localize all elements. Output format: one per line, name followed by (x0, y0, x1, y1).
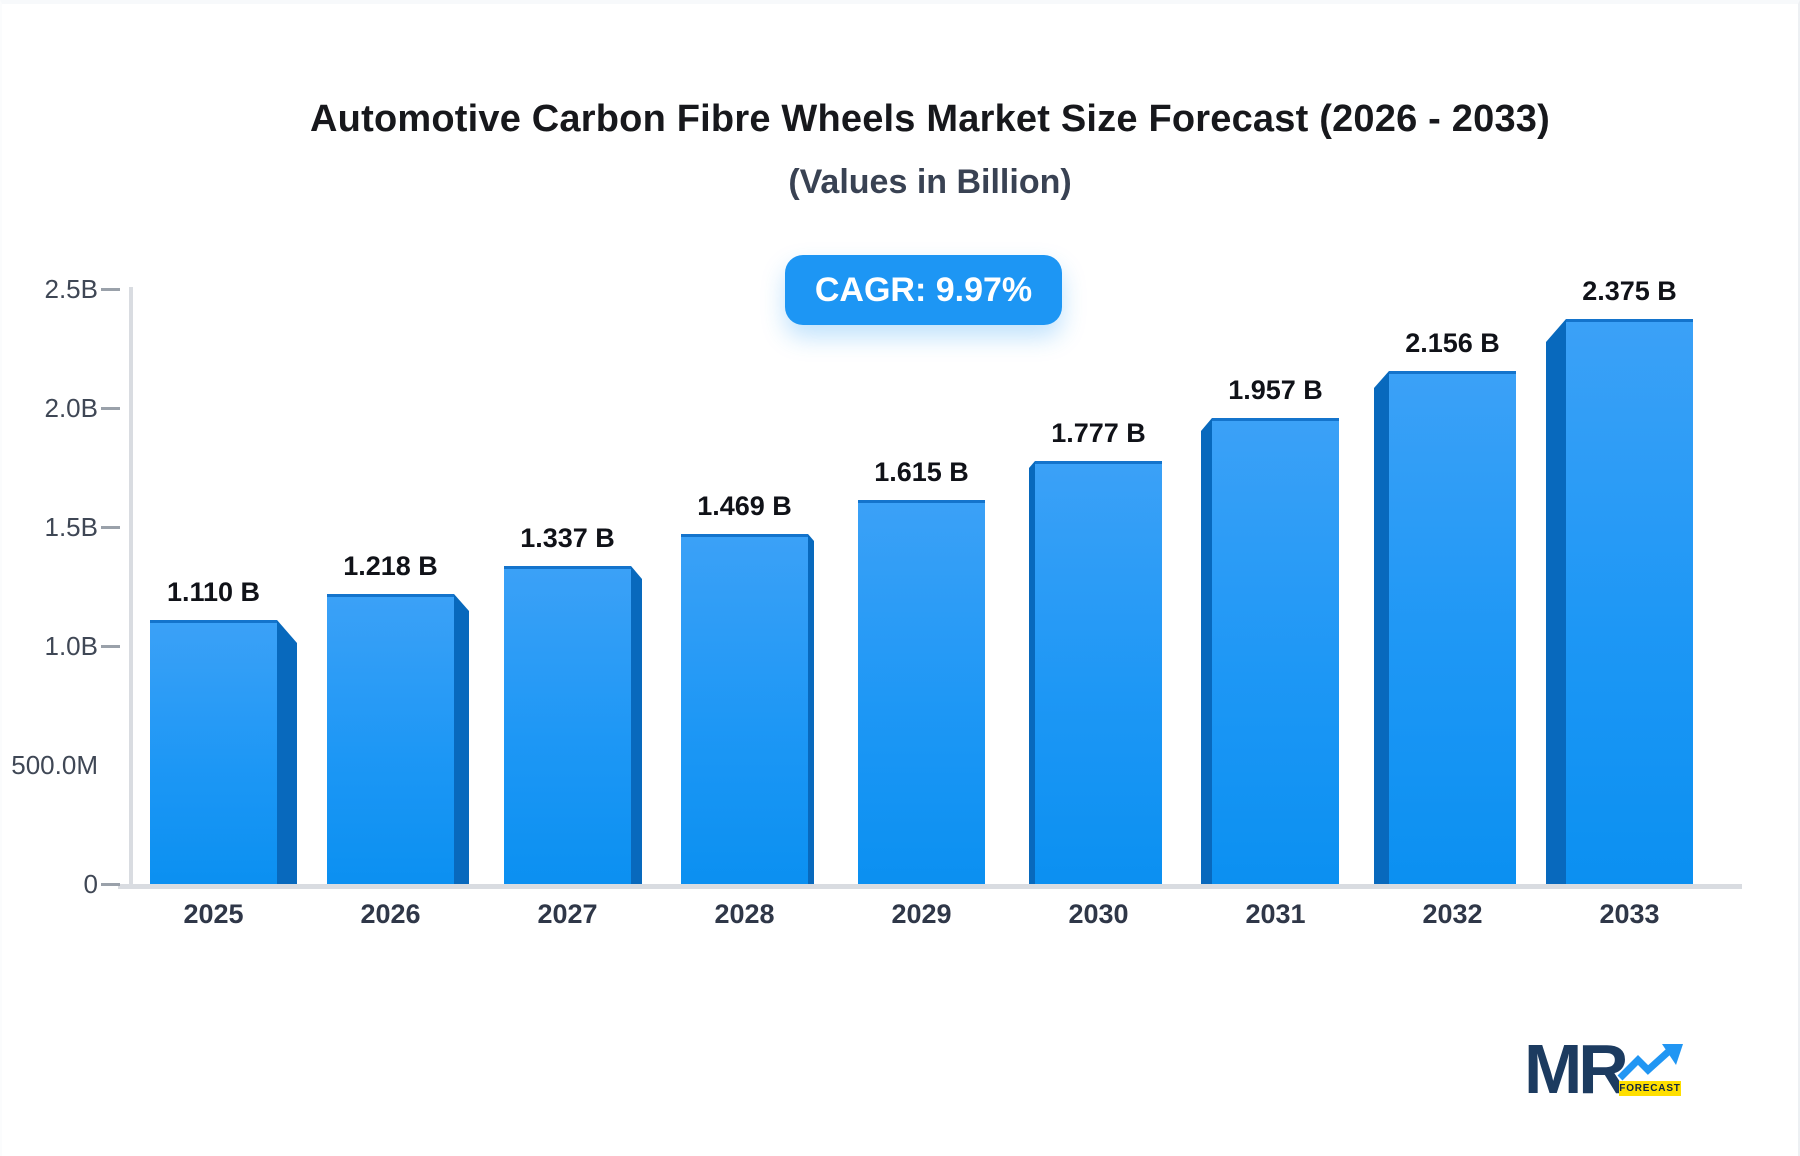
bar-value-label: 1.777 B (1051, 418, 1146, 448)
cagr-badge: CAGR: 9.97% (785, 255, 1062, 325)
y-tick-label: 0 (83, 869, 98, 899)
bar-3d-side (1374, 371, 1389, 884)
x-tick-label: 2029 (891, 899, 952, 929)
bar-3d-side (631, 566, 642, 884)
y-tick-label: 1.0B (44, 631, 99, 661)
x-tick-label: 2032 (1422, 899, 1483, 929)
logo-forecast-badge: FORECAST (1619, 1081, 1681, 1096)
y-axis-line (129, 287, 133, 889)
bar-value-label: 1.337 B (520, 523, 615, 553)
y-tick-dash (101, 526, 120, 529)
x-tick-label: 2033 (1599, 899, 1660, 929)
y-tick-label: 500.0M (11, 750, 98, 780)
bar[interactable] (327, 594, 454, 884)
chart-title: Automotive Carbon Fibre Wheels Market Si… (310, 98, 1550, 140)
bar[interactable] (1035, 461, 1162, 884)
bar-3d-side (808, 534, 814, 884)
bar-value-label: 1.957 B (1228, 375, 1323, 405)
bar[interactable] (504, 566, 631, 884)
mr-forecast-logo: MR FORECAST (1524, 1030, 1699, 1108)
bar-3d-side (277, 620, 297, 884)
bar[interactable] (1212, 418, 1339, 884)
x-tick-label: 2028 (714, 899, 775, 929)
bar-value-label: 1.615 B (874, 457, 969, 487)
chart-subtitle: (Values in Billion) (788, 163, 1072, 201)
trend-arrow-icon (1617, 1044, 1683, 1081)
bar-value-label: 1.110 B (166, 577, 261, 607)
bar-3d-side (1029, 461, 1035, 884)
y-tick-dash (101, 288, 120, 291)
bar-value-label: 1.469 B (697, 491, 792, 521)
x-tick-label: 2030 (1068, 899, 1129, 929)
x-tick-label: 2031 (1245, 899, 1306, 929)
bar-3d-side (1546, 319, 1566, 884)
y-tick-dash (101, 645, 120, 648)
bar-value-label: 1.218 B (343, 551, 438, 581)
x-tick-label: 2025 (183, 899, 244, 929)
bar-value-label: 2.156 B (1405, 328, 1500, 358)
bar[interactable] (1389, 371, 1516, 884)
bar[interactable] (858, 500, 985, 884)
y-tick-dash (101, 883, 120, 886)
x-tick-label: 2026 (360, 899, 421, 929)
bar[interactable] (1566, 319, 1693, 884)
x-axis-line (118, 884, 1742, 889)
y-tick-label: 1.5B (44, 512, 99, 542)
bar[interactable] (150, 620, 277, 884)
bar-3d-side (454, 594, 469, 884)
y-tick-label: 2.0B (44, 393, 99, 423)
y-tick-label: 2.5B (44, 274, 99, 304)
x-tick-label: 2027 (537, 899, 598, 929)
bar-value-label: 2.375 B (1582, 276, 1677, 306)
logo-mr-text: MR (1524, 1030, 1629, 1108)
y-tick-dash (101, 407, 120, 410)
bar[interactable] (681, 534, 808, 884)
bar-3d-side (1201, 418, 1212, 884)
